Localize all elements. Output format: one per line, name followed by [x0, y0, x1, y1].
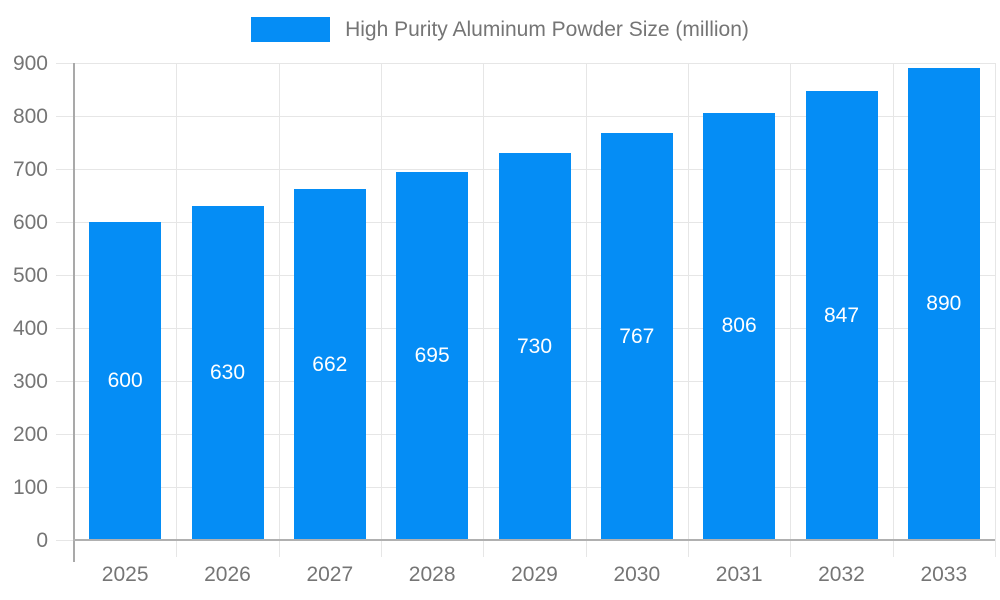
grid-line-x-1 — [176, 63, 178, 557]
bar-2030[interactable]: 767 — [600, 133, 673, 540]
bar-value-label: 767 — [619, 324, 655, 348]
grid-line-x-6 — [688, 63, 689, 557]
grid-line-x-2 — [278, 63, 280, 557]
chart-legend[interactable]: High Purity Aluminum Powder Size (millio… — [0, 17, 1000, 42]
legend-swatch — [251, 17, 331, 42]
x-axis-line — [73, 539, 995, 541]
bar-value-label: 890 — [926, 292, 962, 316]
y-axis-tick-label: 0 — [36, 529, 48, 552]
x-axis-tick-label: 2026 — [204, 563, 251, 586]
y-axis-tick-label: 200 — [12, 423, 48, 446]
bar-2031[interactable]: 806 — [703, 112, 776, 540]
bar-2028[interactable]: 695 — [396, 171, 469, 540]
y-axis-tick-label: 500 — [12, 264, 48, 287]
y-axis-line — [73, 63, 75, 562]
x-axis-tick-label: 2032 — [818, 563, 865, 586]
x-axis-tick-label: 2030 — [613, 563, 661, 586]
legend-label: High Purity Aluminum Powder Size (millio… — [345, 17, 749, 41]
bar-value-label: 630 — [209, 361, 246, 385]
x-axis-tick-label: 2027 — [306, 563, 354, 586]
grid-line-x-4 — [483, 63, 485, 557]
y-axis-tick-label: 300 — [12, 370, 48, 393]
x-axis-tick-label: 2031 — [715, 563, 763, 586]
bar-value-label: 662 — [312, 352, 348, 376]
grid-line-x-7 — [790, 63, 792, 557]
y-axis-tick-label: 400 — [12, 317, 48, 340]
bar-value-label: 847 — [823, 303, 860, 327]
x-axis-tick-label: 2033 — [920, 563, 968, 586]
bar-2033[interactable]: 890 — [907, 68, 980, 540]
bar-value-label: 806 — [721, 314, 757, 338]
bar-2025[interactable]: 600 — [89, 222, 162, 540]
x-axis-tick-label: 2025 — [101, 563, 149, 586]
grid-line-x-3 — [381, 63, 382, 557]
bar-2027[interactable]: 662 — [293, 189, 366, 540]
y-axis-tick-label: 900 — [12, 52, 48, 75]
bar-2032[interactable]: 847 — [805, 91, 878, 540]
bar-value-label: 695 — [414, 343, 450, 367]
y-axis-tick-label: 700 — [12, 158, 48, 181]
y-axis-tick-label: 800 — [12, 105, 48, 128]
grid-line-x-9 — [995, 63, 996, 557]
grid-line-x-8 — [892, 63, 894, 557]
bar-2026[interactable]: 630 — [191, 206, 264, 540]
bar-value-label: 600 — [107, 369, 143, 392]
y-axis-tick-label: 100 — [12, 476, 48, 499]
x-axis-tick-label: 2029 — [511, 563, 558, 586]
bar-2029[interactable]: 730 — [498, 153, 571, 540]
grid-line-x-5 — [585, 63, 587, 557]
tick-y-0 — [56, 540, 74, 541]
grid-line-y-900 — [56, 63, 995, 64]
grid-line-y-800 — [56, 116, 995, 117]
y-axis-tick-label: 600 — [12, 211, 48, 234]
x-axis-tick-label: 2028 — [408, 563, 456, 586]
bar-value-label: 730 — [516, 334, 553, 358]
